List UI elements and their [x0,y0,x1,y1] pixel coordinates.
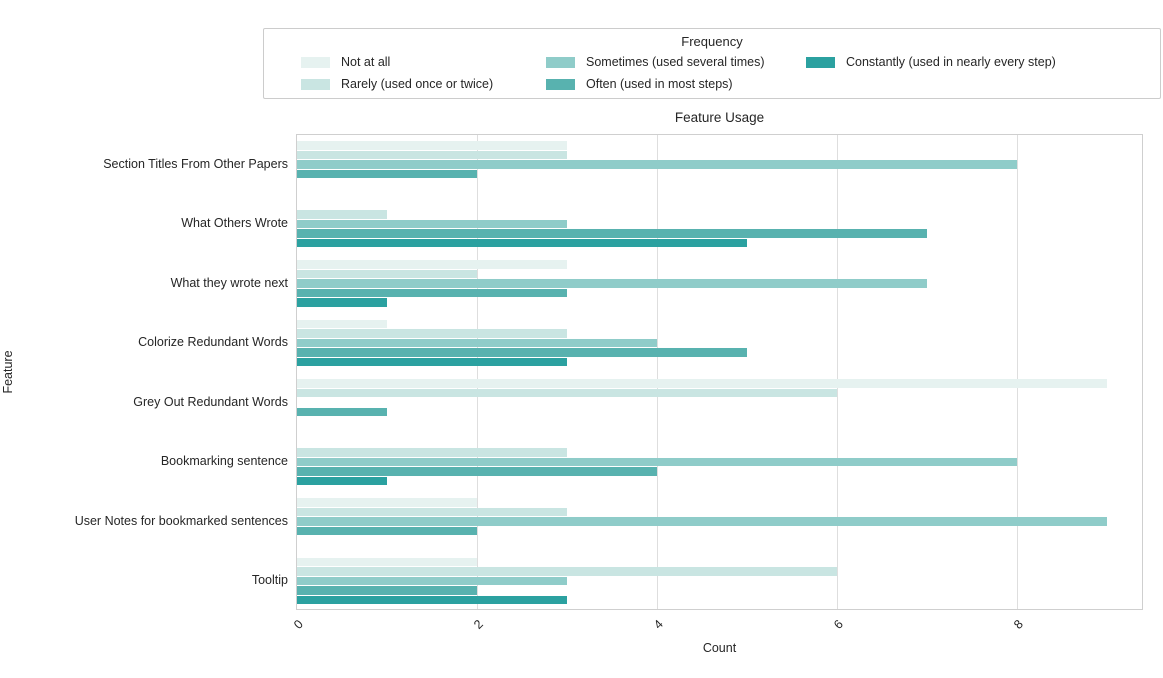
y-tick-label: What Others Wrote [181,216,288,231]
gridline-x2 [477,135,478,609]
gridline-x6 [837,135,838,609]
bar [297,298,387,307]
bar [297,448,567,457]
bar [297,319,387,329]
bar [297,269,477,279]
bar [297,150,567,160]
bar [297,219,567,229]
bar [297,329,567,338]
x-tick-label: 0 [291,617,306,632]
bar [297,467,657,476]
bar [297,229,927,238]
bar [297,476,387,486]
bar [297,457,1017,467]
legend-label: Sometimes (used several times) [586,55,765,69]
bar [297,357,567,367]
y-tick-label: Section Titles From Other Papers [103,156,288,171]
legend-label: Constantly (used in nearly every step) [846,55,1056,69]
legend: Frequency Not at all Rarely (used once or… [263,28,1161,99]
x-tick-label: 8 [1011,617,1026,632]
bar [297,526,477,536]
gridline-x8 [1017,135,1018,609]
bar [297,260,567,269]
bar [297,279,927,288]
plot-area [296,134,1143,610]
bar [297,507,567,517]
legend-title: Frequency [681,34,743,49]
x-tick-label: 6 [831,617,846,632]
gridline-x4 [657,135,658,609]
y-tick-label: What they wrote next [170,275,288,290]
y-tick-label: Tooltip [251,573,288,588]
bar [297,141,567,150]
x-axis-label: Count [702,641,737,655]
bar [297,586,477,595]
bar [297,338,657,348]
bar [297,407,387,417]
x-tick-label: 4 [651,617,666,632]
legend-swatch [546,57,575,68]
legend-swatch [806,57,835,68]
bar [297,567,837,576]
bar [297,169,477,179]
y-axis-label: Feature [1,350,15,394]
chart-title: Feature Usage [674,110,765,125]
x-tick-label: 2 [471,617,486,632]
y-tick-label: Bookmarking sentence [160,454,288,469]
bar [297,288,567,298]
bar [297,576,567,586]
bar [297,348,747,357]
legend-swatch [546,79,575,90]
bar [297,160,1017,169]
bar [297,557,477,567]
bar [297,388,837,398]
legend-label: Often (used in most steps) [586,77,733,91]
bar [297,210,387,219]
bar [297,498,477,507]
y-tick-label: Grey Out Redundant Words [133,394,288,409]
bar [297,379,1107,388]
legend-swatch [301,79,330,90]
bar [297,238,747,248]
y-tick-label: Colorize Redundant Words [138,335,288,350]
legend-label: Not at all [341,55,391,69]
legend-label: Rarely (used once or twice) [341,77,494,91]
legend-swatch [301,57,330,68]
y-tick-label: User Notes for bookmarked sentences [74,513,288,528]
bar [297,595,567,605]
bar [297,517,1107,526]
